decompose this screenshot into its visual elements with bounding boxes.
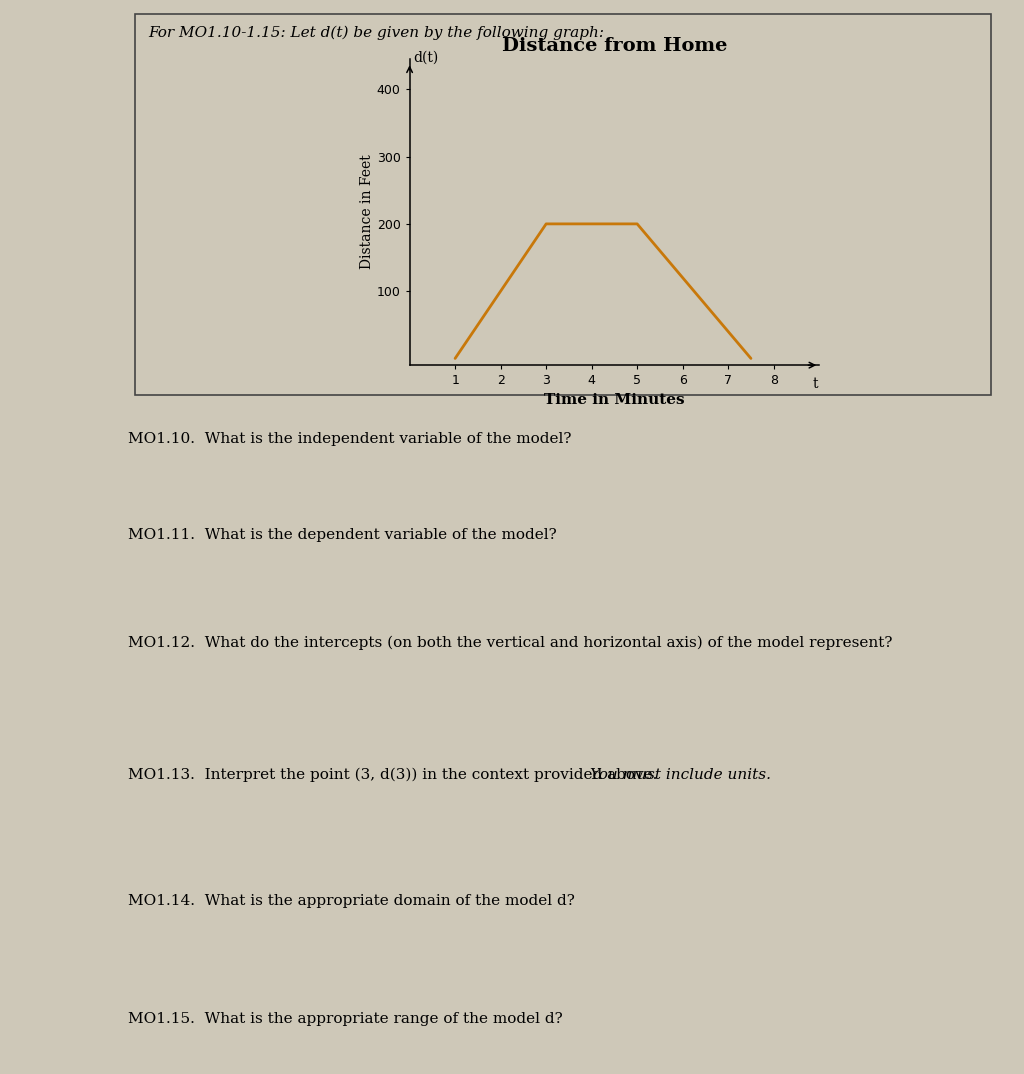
Text: MO1.14.  What is the appropriate domain of the model d?: MO1.14. What is the appropriate domain o… — [128, 894, 574, 908]
Text: You must include units.: You must include units. — [590, 768, 770, 782]
Y-axis label: Distance in Feet: Distance in Feet — [359, 155, 374, 270]
Text: MO1.12.  What do the intercepts (on both the vertical and horizontal axis) of th: MO1.12. What do the intercepts (on both … — [128, 636, 893, 650]
Text: MO1.11.  What is the dependent variable of the model?: MO1.11. What is the dependent variable o… — [128, 528, 557, 542]
Text: For MO1.10-1.15: Let d(t) be given by the following graph:: For MO1.10-1.15: Let d(t) be given by th… — [148, 26, 604, 40]
Text: MO1.10.  What is the independent variable of the model?: MO1.10. What is the independent variable… — [128, 432, 571, 446]
X-axis label: Time in Minutes: Time in Minutes — [544, 393, 685, 407]
Text: d(t): d(t) — [414, 50, 438, 64]
Title: Distance from Home: Distance from Home — [502, 37, 727, 55]
Text: MO1.15.  What is the appropriate range of the model d?: MO1.15. What is the appropriate range of… — [128, 1012, 563, 1026]
Text: t: t — [812, 377, 818, 391]
Text: MO1.13.  Interpret the point (3, d(3)) in the context provided above.: MO1.13. Interpret the point (3, d(3)) in… — [128, 768, 667, 782]
